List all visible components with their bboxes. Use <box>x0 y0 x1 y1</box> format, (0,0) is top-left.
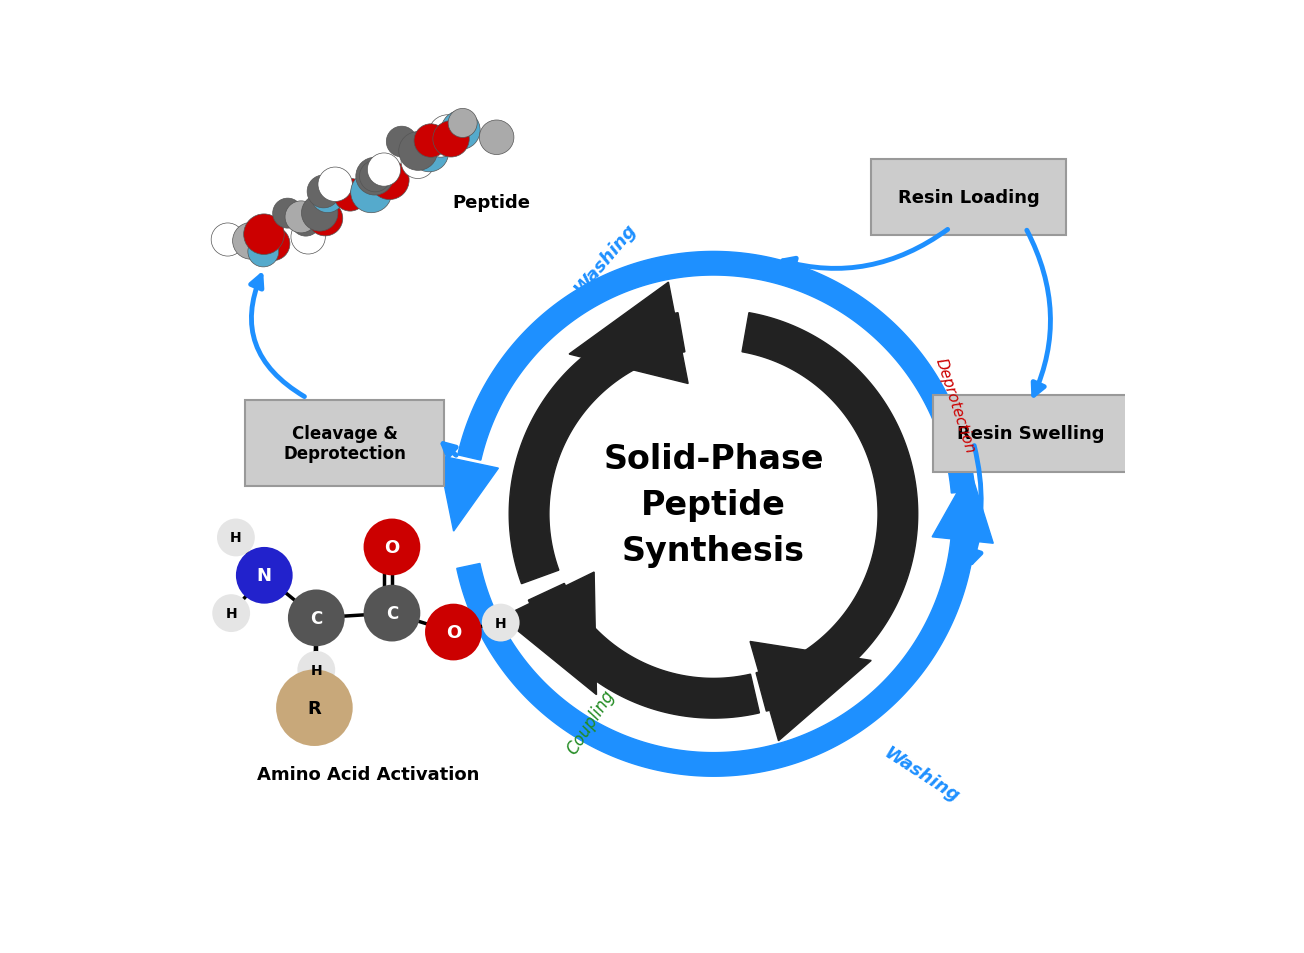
Circle shape <box>449 110 477 138</box>
Text: Washing: Washing <box>570 220 639 298</box>
Circle shape <box>291 220 325 254</box>
Circle shape <box>426 130 455 158</box>
Text: C: C <box>310 609 322 627</box>
Polygon shape <box>456 539 974 777</box>
Text: H: H <box>310 663 322 678</box>
Polygon shape <box>438 456 498 532</box>
Text: N: N <box>257 567 271 585</box>
Text: Resin Loading: Resin Loading <box>898 189 1039 207</box>
Circle shape <box>481 604 519 641</box>
Circle shape <box>351 172 391 213</box>
Polygon shape <box>509 314 685 584</box>
Circle shape <box>364 585 420 641</box>
Circle shape <box>248 236 279 268</box>
Circle shape <box>356 158 394 195</box>
Circle shape <box>365 169 393 195</box>
Polygon shape <box>528 584 759 719</box>
Circle shape <box>301 195 338 232</box>
Polygon shape <box>569 283 689 384</box>
Text: Coupling: Coupling <box>563 687 618 758</box>
Circle shape <box>368 153 400 187</box>
Circle shape <box>364 519 420 576</box>
Polygon shape <box>750 641 871 740</box>
Circle shape <box>370 161 409 200</box>
Text: O: O <box>446 623 462 641</box>
Polygon shape <box>501 573 596 695</box>
Circle shape <box>428 115 467 154</box>
Circle shape <box>409 134 449 172</box>
Text: Solid-Phase
Peptide
Synthesis: Solid-Phase Peptide Synthesis <box>604 442 824 567</box>
Circle shape <box>334 179 366 212</box>
Text: Resin Swelling: Resin Swelling <box>957 425 1104 443</box>
Circle shape <box>441 112 480 151</box>
Circle shape <box>288 590 344 646</box>
Circle shape <box>318 168 352 202</box>
Circle shape <box>433 121 469 158</box>
FancyBboxPatch shape <box>932 395 1128 473</box>
Circle shape <box>402 146 434 179</box>
Circle shape <box>232 223 270 260</box>
Circle shape <box>213 595 250 633</box>
Circle shape <box>236 547 292 604</box>
Text: Peptide: Peptide <box>452 193 531 212</box>
Circle shape <box>276 670 352 746</box>
Circle shape <box>480 121 514 155</box>
Text: O: O <box>385 538 399 557</box>
Circle shape <box>308 175 340 209</box>
Polygon shape <box>742 314 918 711</box>
Circle shape <box>216 519 254 557</box>
Circle shape <box>256 228 289 261</box>
Circle shape <box>312 181 344 213</box>
Circle shape <box>244 214 284 255</box>
Text: C: C <box>386 604 398 622</box>
Circle shape <box>297 651 335 689</box>
Circle shape <box>360 161 391 193</box>
Circle shape <box>286 202 317 233</box>
Circle shape <box>211 224 244 256</box>
Text: Deprotection: Deprotection <box>932 356 977 456</box>
FancyBboxPatch shape <box>871 159 1067 236</box>
Circle shape <box>291 208 321 237</box>
Polygon shape <box>932 470 994 543</box>
Text: H: H <box>496 616 506 630</box>
Text: R: R <box>308 699 321 717</box>
Text: Amino Acid Activation: Amino Acid Activation <box>257 765 480 783</box>
Circle shape <box>308 201 343 236</box>
Circle shape <box>399 132 437 172</box>
Polygon shape <box>458 253 975 494</box>
Text: H: H <box>226 606 237 620</box>
Text: Washing: Washing <box>880 743 962 805</box>
Circle shape <box>425 604 481 660</box>
Circle shape <box>386 127 417 157</box>
Text: Cleavage &
Deprotection: Cleavage & Deprotection <box>283 424 406 463</box>
FancyBboxPatch shape <box>245 400 445 486</box>
Text: H: H <box>230 531 241 545</box>
Circle shape <box>415 125 447 158</box>
Circle shape <box>273 199 303 229</box>
